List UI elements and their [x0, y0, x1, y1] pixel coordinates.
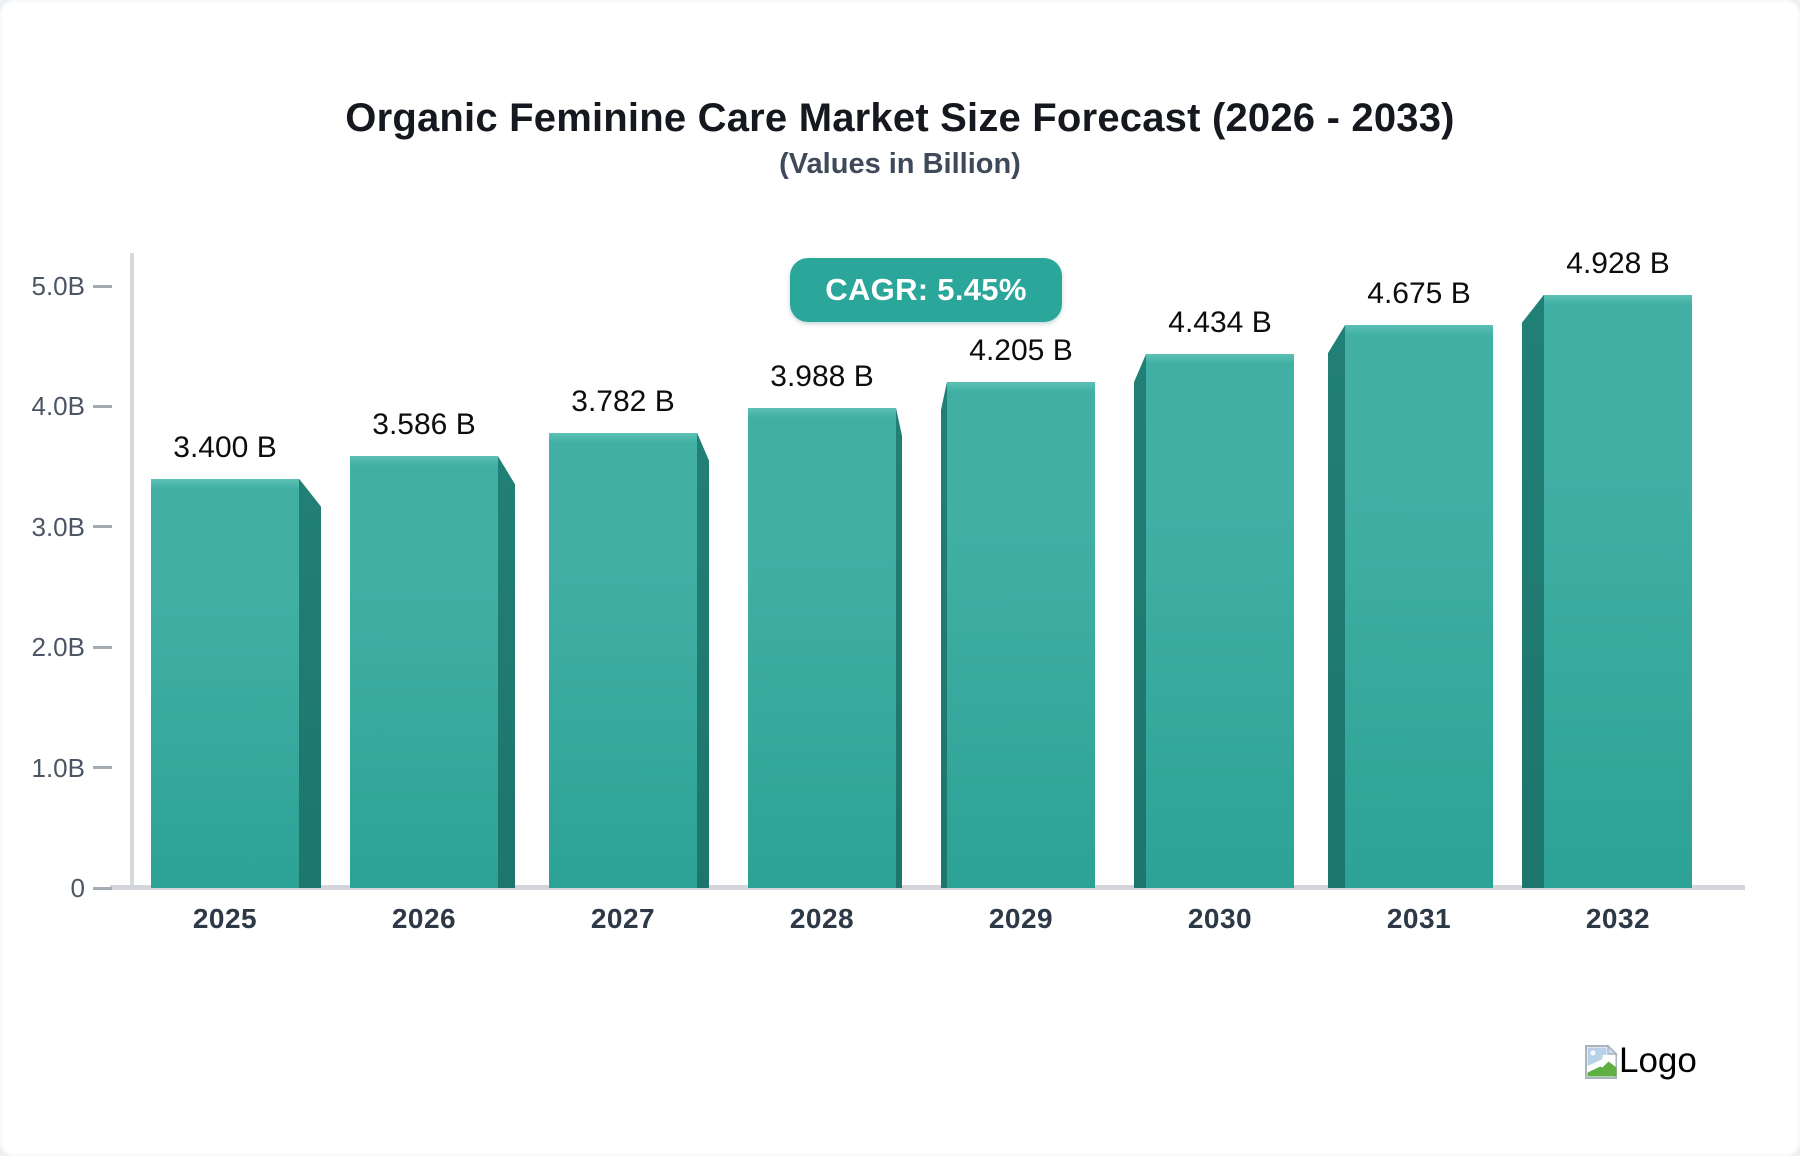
logo-alt-text: Logo: [1619, 1041, 1697, 1080]
bar-2030[interactable]: [1146, 354, 1294, 888]
x-axis-label: 2028: [789, 903, 855, 934]
y-tick-label: 0: [70, 873, 85, 903]
y-tick-mark: [93, 284, 112, 288]
y-tick-label: 4.0B: [31, 391, 86, 422]
y-tick-label: 1.0B: [31, 752, 86, 783]
x-axis-label: 2027: [590, 903, 656, 934]
bar-2031[interactable]: [1345, 325, 1493, 888]
bar-2032[interactable]: [1544, 294, 1692, 888]
cagr-badge-label: CAGR: 5.45%: [825, 272, 1027, 307]
chart-title: Organic Feminine Care Market Size Foreca…: [345, 96, 1455, 140]
bar-side-face: [1522, 294, 1544, 888]
bar-value-label: 4.434 B: [1168, 306, 1272, 340]
y-axis-line: [130, 253, 134, 889]
bar-2026[interactable]: [350, 456, 498, 888]
bar-value-label: 4.928 B: [1566, 246, 1670, 280]
logo: Logo: [1583, 1040, 1697, 1080]
bar-value-label: 4.205 B: [969, 333, 1073, 367]
x-axis-label: 2030: [1187, 903, 1253, 934]
bar-value-label: 4.675 B: [1367, 277, 1471, 311]
bar-side-face: [498, 456, 515, 888]
broken-image-icon: [1585, 1044, 1618, 1079]
y-tick-label: 5.0B: [31, 271, 86, 301]
bar-side-face: [1134, 354, 1146, 888]
cagr-badge: CAGR: 5.45%: [790, 258, 1062, 322]
bar-2028[interactable]: [748, 407, 896, 888]
x-axis-label: 2032: [1585, 903, 1651, 934]
bar-side-face: [697, 432, 709, 888]
x-axis-label: 2026: [391, 903, 457, 934]
x-axis-baseline: [110, 885, 1745, 890]
y-tick-mark: [93, 886, 112, 890]
bar-side-face: [896, 407, 902, 888]
y-tick-mark: [93, 525, 112, 529]
bar-2029[interactable]: [947, 381, 1095, 888]
bar-value-label: 3.400 B: [173, 430, 277, 464]
bar-value-label: 3.586 B: [372, 408, 476, 442]
bar-side-face: [1328, 325, 1345, 888]
x-axis-label: 2025: [192, 903, 258, 934]
bar-2025[interactable]: [151, 478, 299, 888]
bar-value-label: 3.782 B: [571, 384, 675, 418]
y-tick-mark: [93, 404, 112, 408]
y-tick-mark: [93, 645, 112, 649]
y-tick-mark: [93, 766, 112, 770]
bar-side-face: [299, 478, 321, 888]
bar-value-label: 3.988 B: [770, 359, 874, 393]
bar-2027[interactable]: [549, 432, 697, 888]
chart-subtitle: (Values in Billion): [779, 148, 1021, 180]
y-tick-label: 2.0B: [31, 632, 86, 663]
y-tick-label: 3.0B: [31, 511, 86, 542]
bar-side-face: [941, 381, 947, 888]
x-axis-label: 2029: [988, 903, 1054, 934]
x-axis-label: 2031: [1386, 903, 1452, 934]
